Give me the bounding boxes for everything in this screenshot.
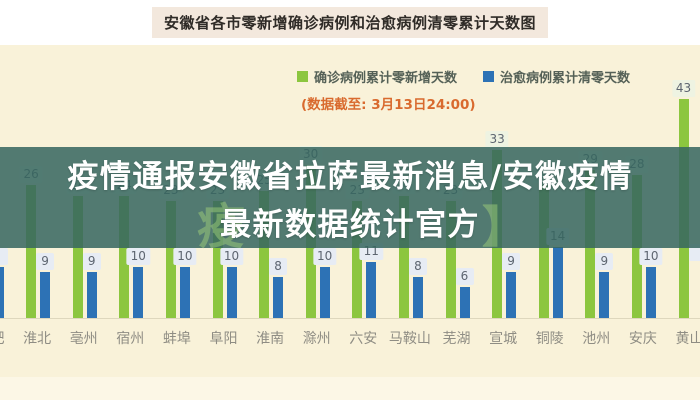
green-bar <box>259 191 270 318</box>
blue-value-label <box>0 248 8 265</box>
blue-value-label: 6 <box>455 268 474 286</box>
legend-item-confirmed: 确诊病例累计零新增天数 <box>297 67 457 86</box>
overlay-banner: 疫 】 疫情通报安徽省拉萨最新消息/安徽疫情 最新数据统计官方 <box>0 147 700 255</box>
blue-value-label: 9 <box>36 253 55 271</box>
x-axis-label: 淮北 <box>23 331 52 347</box>
blue-value-label: 9 <box>595 253 614 271</box>
green-swatch-icon <box>297 71 308 82</box>
blue-bar <box>0 267 4 318</box>
x-axis-label: 亳州 <box>69 331 98 347</box>
green-bar <box>538 185 549 318</box>
x-axis-label: 芜湖 <box>442 331 471 347</box>
blue-swatch-icon <box>483 71 495 82</box>
blue-bar <box>506 272 517 318</box>
x-axis-label: 铜陵 <box>535 331 564 347</box>
blue-bar <box>179 267 190 318</box>
blue-bar <box>645 267 656 318</box>
blue-value-label: 8 <box>408 258 427 276</box>
green-value-label: 33 <box>485 130 509 148</box>
blue-value-label <box>688 244 700 261</box>
blue-bar <box>226 267 237 318</box>
blue-bar <box>599 272 610 318</box>
blue-bar <box>319 267 330 318</box>
x-axis-label: 六安 <box>349 331 378 347</box>
x-axis-label: 合肥 <box>0 328 5 348</box>
overlay-caption-line2: 最新数据统计官方 <box>220 207 480 243</box>
blue-value-label: 9 <box>502 253 521 271</box>
blue-value-label: 10 <box>126 248 150 265</box>
bottom-strip <box>0 377 700 400</box>
blue-value-label: 10 <box>313 248 337 265</box>
legend-label-cured: 治愈病例累计清零天数 <box>500 71 631 86</box>
green-bar <box>445 201 456 318</box>
x-axis-label: 蚌埠 <box>162 331 191 347</box>
blue-bar <box>366 262 377 318</box>
x-axis-label: 阜阳 <box>209 331 238 347</box>
green-bar <box>398 196 409 318</box>
green-bar <box>26 185 37 318</box>
blue-value-label: 10 <box>639 248 663 265</box>
blue-bar <box>86 272 97 318</box>
watermark-char-1: 疫 <box>197 199 246 255</box>
page-title: 安徽省各市零新增确诊病例和治愈病例清零累计天数图 <box>151 7 548 38</box>
x-axis-label: 滁州 <box>302 331 331 347</box>
green-bar <box>165 201 176 318</box>
blue-bar <box>552 247 563 318</box>
green-bar <box>119 196 130 318</box>
title-bar: 安徽省各市零新增确诊病例和治愈病例清零累计天数图 <box>0 0 700 45</box>
x-axis-label: 黄山 <box>675 331 700 347</box>
blue-bar <box>40 272 51 318</box>
green-bar <box>352 201 363 318</box>
watermark-char-2: 】 <box>482 202 526 253</box>
blue-bar <box>459 287 470 318</box>
data-cutoff-note: (数据截至: 3月13日24:00) <box>301 97 476 113</box>
blue-value-label: 9 <box>82 253 101 271</box>
blue-value-label: 10 <box>219 248 244 265</box>
green-value-label: 43 <box>671 79 696 97</box>
chart-legend: 确诊病例累计零新增天数 治愈病例累计清零天数 <box>297 67 630 86</box>
x-axis-label: 淮南 <box>256 331 285 347</box>
legend-item-cured: 治愈病例累计清零天数 <box>483 67 630 86</box>
x-axis-label: 安庆 <box>628 331 657 347</box>
x-axis-line <box>0 318 700 319</box>
x-axis-label: 马鞍山 <box>388 331 431 347</box>
blue-value-label: 10 <box>173 248 197 265</box>
legend-label-confirmed: 确诊病例累计零新增天数 <box>314 71 458 86</box>
overlay-caption-line1: 疫情通报安徽省拉萨最新消息/安徽疫情 <box>67 159 633 195</box>
blue-bar <box>412 277 423 318</box>
blue-value-label: 8 <box>269 258 288 276</box>
blue-bar <box>273 277 284 318</box>
green-bar <box>212 201 223 318</box>
blue-bar <box>133 267 144 318</box>
x-axis-label: 宿州 <box>116 331 145 347</box>
x-axis-label: 宣城 <box>489 331 518 347</box>
green-bar <box>72 196 83 318</box>
x-axis-label: 池州 <box>582 331 611 347</box>
